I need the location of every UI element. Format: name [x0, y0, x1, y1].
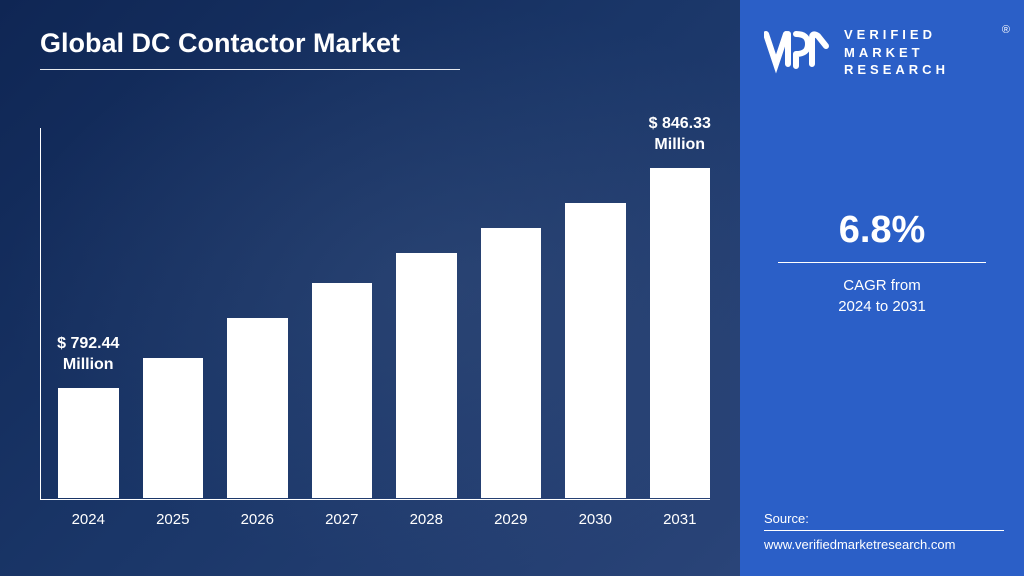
bar-wrapper [396, 253, 457, 498]
bar [312, 283, 373, 498]
chart-title: Global DC Contactor Market [40, 28, 700, 59]
y-axis [40, 128, 41, 500]
source-label: Source: [764, 511, 1004, 526]
bar [396, 253, 457, 498]
x-label: 2027 [312, 511, 373, 528]
bars-container: $ 792.44Million $ 846.33Million [58, 138, 710, 498]
x-label: 2026 [227, 511, 288, 528]
bar-wrapper [481, 228, 542, 498]
bar [227, 318, 288, 498]
bar [143, 358, 204, 498]
logo-text: VERIFIED MARKET RESEARCH [844, 26, 949, 79]
x-axis [40, 499, 710, 500]
bar-wrapper [143, 358, 204, 498]
left-panel: Global DC Contactor Market $ 792.44Milli… [0, 0, 740, 576]
x-label: 2024 [58, 511, 119, 528]
bar [565, 203, 626, 498]
bar-chart: $ 792.44Million$ 846.33Million 202420252… [40, 128, 710, 528]
logo-line2: MARKET [844, 44, 949, 62]
cagr-caption: CAGR from 2024 to 2031 [770, 275, 994, 317]
bar-value-first: $ 792.44Million [57, 334, 119, 376]
x-axis-labels: 2024 2025 2026 2027 2028 2029 2030 2031 [58, 511, 710, 528]
bar [481, 228, 542, 498]
bar-wrapper [227, 318, 288, 498]
registered-icon: ® [1002, 24, 1010, 36]
logo-mark-icon [764, 26, 834, 74]
cagr-caption-line1: CAGR from [843, 277, 921, 294]
cagr-caption-line2: 2024 to 2031 [838, 298, 926, 315]
cagr-underline [778, 262, 986, 263]
x-label: 2030 [565, 511, 626, 528]
source-block: Source: www.verifiedmarketresearch.com [764, 511, 1004, 552]
bar-wrapper [312, 283, 373, 498]
x-label: 2029 [481, 511, 542, 528]
source-underline [764, 530, 1004, 531]
cagr-block: 6.8% CAGR from 2024 to 2031 [740, 209, 1024, 317]
bar-wrapper: $ 792.44Million [58, 388, 119, 498]
title-underline [40, 69, 460, 70]
bar-wrapper [565, 203, 626, 498]
logo-line3: RESEARCH [844, 61, 949, 79]
bar-wrapper: $ 846.33Million [650, 168, 711, 498]
source-url: www.verifiedmarketresearch.com [764, 537, 1004, 552]
logo-line1: VERIFIED [844, 26, 949, 44]
x-label: 2025 [143, 511, 204, 528]
bar-value-last: $ 846.33Million [649, 114, 711, 156]
logo: VERIFIED MARKET RESEARCH ® [740, 0, 1024, 79]
bar [58, 388, 119, 498]
x-label: 2028 [396, 511, 457, 528]
x-label: 2031 [650, 511, 711, 528]
cagr-value: 6.8% [770, 209, 994, 252]
bar [650, 168, 711, 498]
right-panel: VERIFIED MARKET RESEARCH ® 6.8% CAGR fro… [740, 0, 1024, 576]
